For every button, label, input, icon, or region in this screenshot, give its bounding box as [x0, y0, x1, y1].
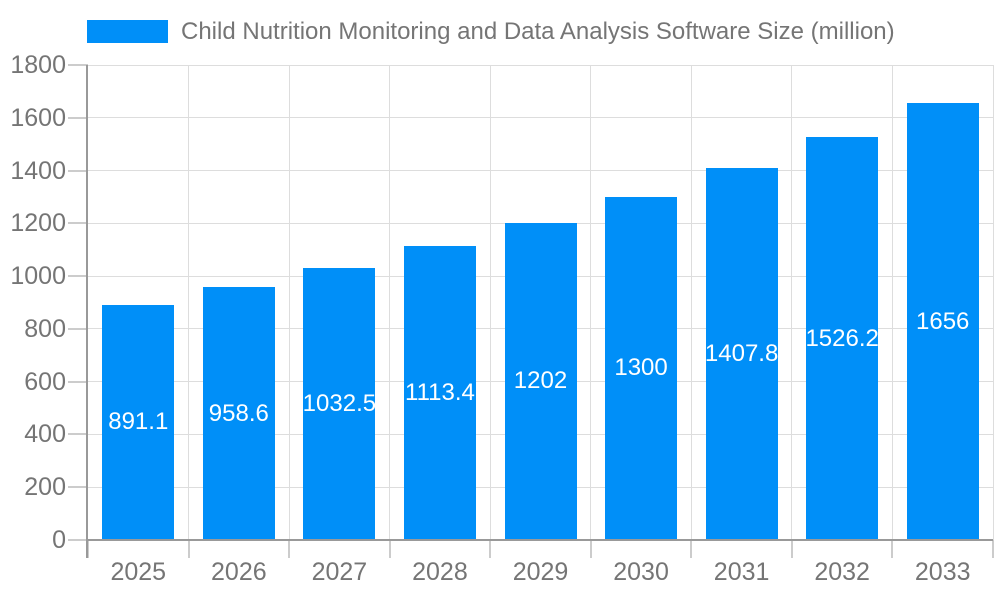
bar-value-label: 891.1: [108, 408, 169, 436]
x-gridline: [489, 65, 491, 540]
y-axis-tick-label: 1800: [10, 51, 66, 79]
y-axis-tick: [68, 327, 88, 330]
x-gridline: [188, 65, 190, 540]
bar-2025[interactable]: 891.1: [102, 304, 175, 540]
bar-2030[interactable]: 1300: [605, 196, 678, 540]
x-axis-tick-label: 2030: [613, 558, 669, 586]
y-axis-tick: [68, 222, 88, 225]
legend-swatch: [87, 20, 168, 43]
y-gridline: [88, 64, 993, 66]
x-axis-tick-label: 2033: [914, 558, 971, 586]
y-gridline: [88, 170, 993, 172]
bar-2028[interactable]: 1113.4: [403, 246, 476, 540]
x-axis-tick: [690, 540, 693, 558]
x-axis-tick: [388, 540, 391, 558]
y-axis-tick-label: 0: [52, 526, 66, 554]
y-axis-tick-label: 1200: [10, 209, 66, 238]
x-gridline: [288, 65, 290, 540]
x-axis-tick-label: 2026: [211, 558, 267, 586]
y-axis-tick: [68, 539, 88, 541]
bar-value-label: 1656: [916, 307, 970, 335]
x-gridline: [791, 65, 793, 540]
bar-2031[interactable]: 1407.8: [704, 168, 779, 540]
y-axis-tick: [68, 116, 88, 119]
x-axis-tick-label: 2028: [412, 558, 468, 586]
bar-value-label: 1300: [614, 354, 668, 382]
bar-value-label: 1032.5: [302, 389, 377, 417]
y-axis-tick: [68, 64, 88, 66]
x-axis-tick-label: 2031: [713, 558, 770, 586]
y-axis-tick-label: 1400: [10, 156, 66, 185]
x-axis-tick: [187, 540, 190, 558]
x-axis-tick: [589, 540, 592, 558]
x-gridline: [891, 65, 893, 540]
x-gridline: [992, 65, 994, 540]
y-gridline: [88, 117, 993, 119]
x-axis-tick: [87, 540, 89, 558]
y-axis-tick-label: 800: [24, 314, 66, 343]
x-axis-tick-label: 2027: [311, 558, 368, 586]
bar-value-label: 1202: [513, 367, 568, 395]
x-axis-tick-label: 2032: [814, 558, 870, 586]
y-axis-tick-label: 400: [24, 420, 66, 449]
y-axis-tick: [68, 433, 88, 436]
bar-value-label: 958.6: [208, 399, 269, 427]
x-axis-tick: [288, 540, 291, 558]
legend-label: Child Nutrition Monitoring and Data Anal…: [181, 17, 895, 45]
y-axis-tick: [68, 486, 88, 489]
y-axis-tick-label: 1600: [10, 103, 66, 132]
y-axis-tick-label: 1000: [10, 262, 66, 291]
x-axis-tick: [891, 540, 894, 558]
y-axis-tick: [68, 380, 88, 383]
y-axis-tick: [68, 169, 88, 172]
y-axis-tick-label: 200: [24, 473, 66, 502]
bar-2029[interactable]: 1202: [504, 222, 577, 540]
bar-2026[interactable]: 958.6: [202, 287, 275, 540]
x-axis-tick-label: 2029: [512, 558, 569, 586]
bar-value-label: 1526.2: [805, 324, 879, 352]
y-axis-tick: [68, 275, 88, 278]
bar-value-label: 1407.8: [704, 340, 779, 368]
bar-2027[interactable]: 1032.5: [302, 267, 377, 540]
x-gridline: [389, 65, 391, 540]
x-axis-tick-label: 2025: [110, 558, 167, 586]
x-axis-tick: [489, 540, 492, 558]
x-gridline: [590, 65, 592, 540]
bar-2032[interactable]: 1526.2: [805, 137, 879, 540]
y-axis-tick-label: 600: [24, 367, 66, 396]
x-gridline: [690, 65, 692, 540]
y-axis-line: [86, 65, 88, 558]
x-axis-tick: [790, 540, 793, 558]
bar-value-label: 1113.4: [405, 379, 475, 407]
x-axis-line: [86, 539, 993, 541]
x-axis-tick: [992, 540, 994, 558]
legend-item[interactable]: Child Nutrition Monitoring and Data Anal…: [87, 17, 895, 45]
bar-2033[interactable]: 1656: [906, 103, 979, 540]
